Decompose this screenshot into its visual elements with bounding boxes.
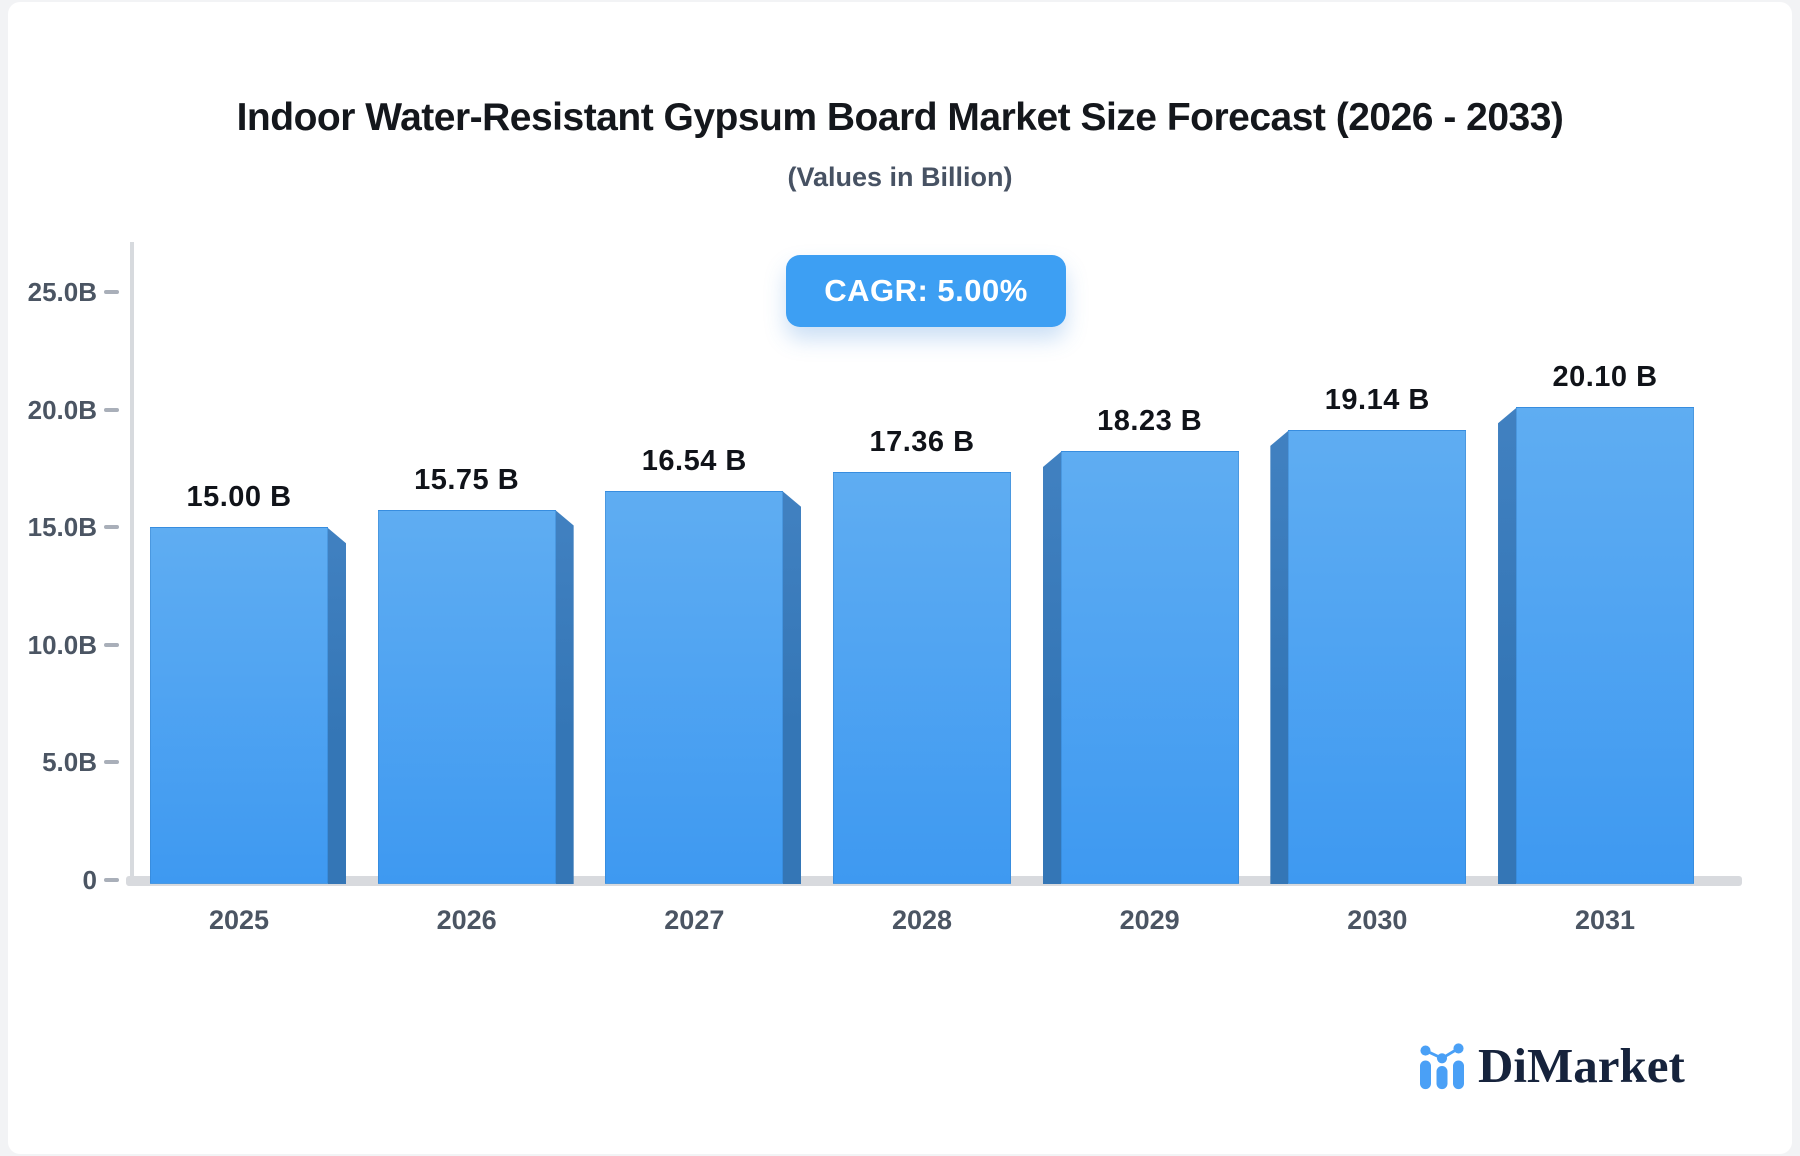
bar (833, 471, 1011, 884)
bar (605, 490, 784, 884)
y-tick-label: 25.0B (27, 277, 97, 307)
dimarket-logo-icon (1420, 1043, 1464, 1090)
bar-side (327, 527, 346, 884)
bar-value-label: 15.00 B (186, 481, 292, 514)
y-tick-dash (104, 525, 119, 530)
bar-value-label: 17.36 B (869, 425, 975, 458)
y-tick-label: 5.0B (42, 747, 97, 778)
brand-logo: DiMarket (1420, 1040, 1685, 1092)
bar-side (554, 509, 574, 884)
y-axis-line (130, 242, 134, 882)
y-tick-dash (104, 878, 119, 882)
cagr-badge: CAGR: 5.00% (786, 255, 1066, 327)
bar-value-label: 20.10 B (1552, 361, 1658, 394)
y-tick-label: 10.0B (27, 629, 97, 660)
bar-side (782, 490, 802, 884)
bar (1516, 407, 1695, 884)
y-tick-label: 20.0B (27, 394, 97, 425)
brand-name: DiMarket (1478, 1038, 1685, 1093)
y-tick-label: 0 (82, 865, 97, 895)
bar-side (1270, 429, 1290, 884)
bar-value-label: 19.14 B (1324, 383, 1430, 416)
y-tick-dash (104, 642, 119, 647)
chart-subtitle: (Values in Billion) (787, 162, 1013, 192)
bar (377, 509, 556, 884)
x-tick-label: 2030 (1347, 905, 1408, 935)
chart-title: Indoor Water-Resistant Gypsum Board Mark… (236, 96, 1564, 139)
bar (1288, 429, 1467, 884)
x-tick-label: 2031 (1574, 905, 1636, 935)
y-tick-dash (104, 407, 119, 412)
x-tick-label: 2026 (436, 905, 497, 935)
bar-side (1042, 451, 1062, 884)
y-tick-label: 15.0B (27, 512, 97, 543)
bar-value-label: 15.75 B (414, 463, 520, 496)
x-tick-label: 2028 (891, 905, 953, 935)
bar-value-label: 16.54 B (641, 444, 747, 477)
bar (150, 527, 328, 884)
bar-side (1498, 407, 1518, 884)
bar (1060, 451, 1239, 884)
y-tick-dash (104, 760, 119, 765)
x-tick-label: 2025 (208, 905, 270, 935)
x-tick-label: 2029 (1119, 905, 1180, 935)
x-tick-label: 2027 (664, 905, 725, 935)
bar-value-label: 18.23 B (1097, 405, 1203, 438)
y-tick-dash (104, 290, 119, 294)
